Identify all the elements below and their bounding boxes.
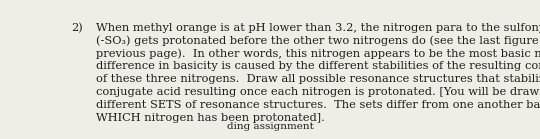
Text: previous page).  In other words, this nitrogen appears to be the most basic nitr: previous page). In other words, this nit… [96, 49, 540, 59]
Text: difference in basicity is caused by the different stabilities of the resulting: difference in basicity is caused by the … [96, 61, 525, 71]
Text: ding assignment: ding assignment [227, 122, 313, 131]
Text: conjugate acid resulting once each nitrogen is protonated. [You will be drawing : conjugate acid resulting once each nitro… [96, 87, 540, 97]
Text: of these three nitrogens.  Draw all possible resonance structures that stabilize: of these three nitrogens. Draw all possi… [96, 74, 540, 84]
Text: WHICH nitrogen has been protonated].: WHICH nitrogen has been protonated]. [96, 113, 325, 123]
Text: When methyl orange is at pH lower than 3.2, the nitrogen para to the sulfonyl gr: When methyl orange is at pH lower than 3… [96, 23, 540, 33]
Text: conjugate acids: conjugate acids [525, 61, 540, 71]
Text: different SETS of resonance structures.  The sets differ from one another based : different SETS of resonance structures. … [96, 100, 540, 110]
Text: (-SO₃) gets protonated before the other two nitrogens do (see the last figure on: (-SO₃) gets protonated before the other … [96, 36, 540, 46]
Text: 2): 2) [72, 23, 84, 33]
